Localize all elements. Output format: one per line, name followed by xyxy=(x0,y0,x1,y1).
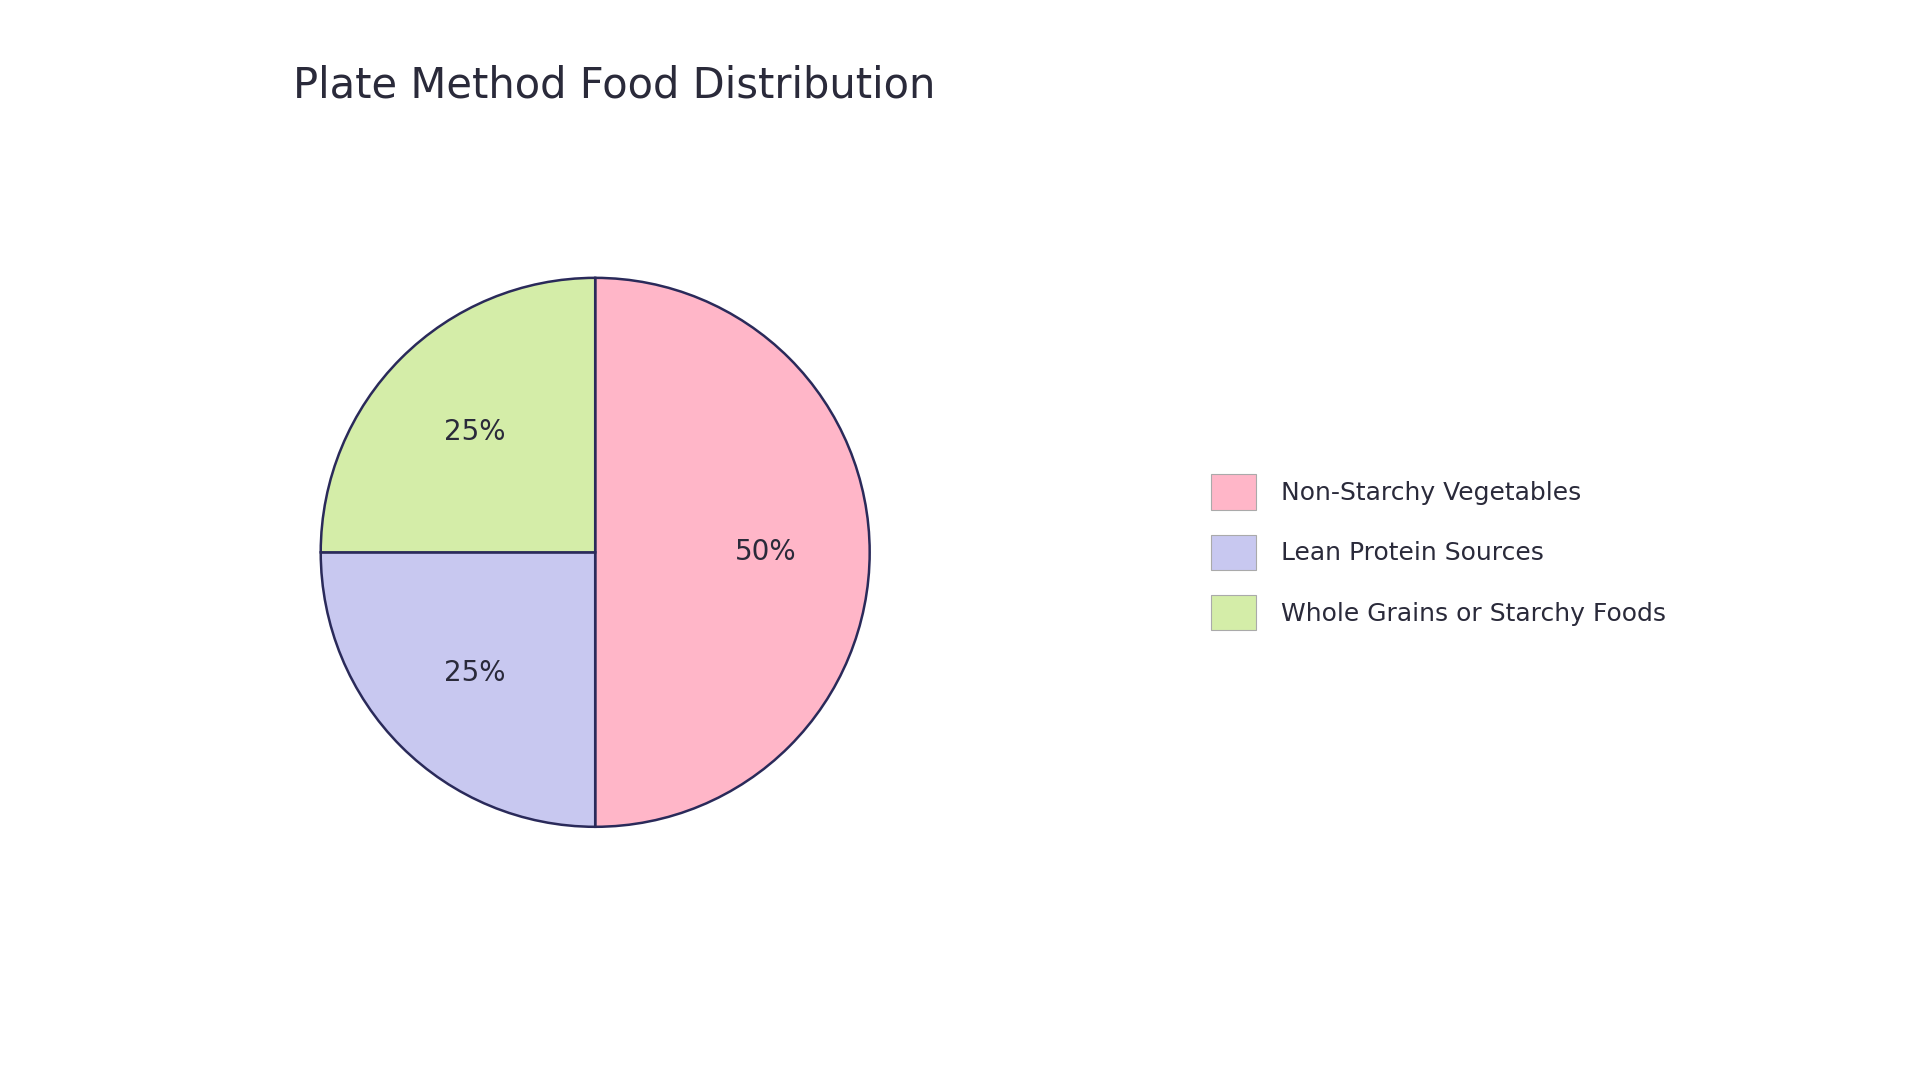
Wedge shape xyxy=(321,552,595,826)
Text: 25%: 25% xyxy=(444,658,505,687)
Text: Plate Method Food Distribution: Plate Method Food Distribution xyxy=(294,65,935,107)
Wedge shape xyxy=(595,278,870,826)
Legend: Non-Starchy Vegetables, Lean Protein Sources, Whole Grains or Starchy Foods: Non-Starchy Vegetables, Lean Protein Sou… xyxy=(1198,461,1678,643)
Text: 50%: 50% xyxy=(735,538,797,566)
Wedge shape xyxy=(321,278,595,552)
Text: 25%: 25% xyxy=(444,418,505,446)
